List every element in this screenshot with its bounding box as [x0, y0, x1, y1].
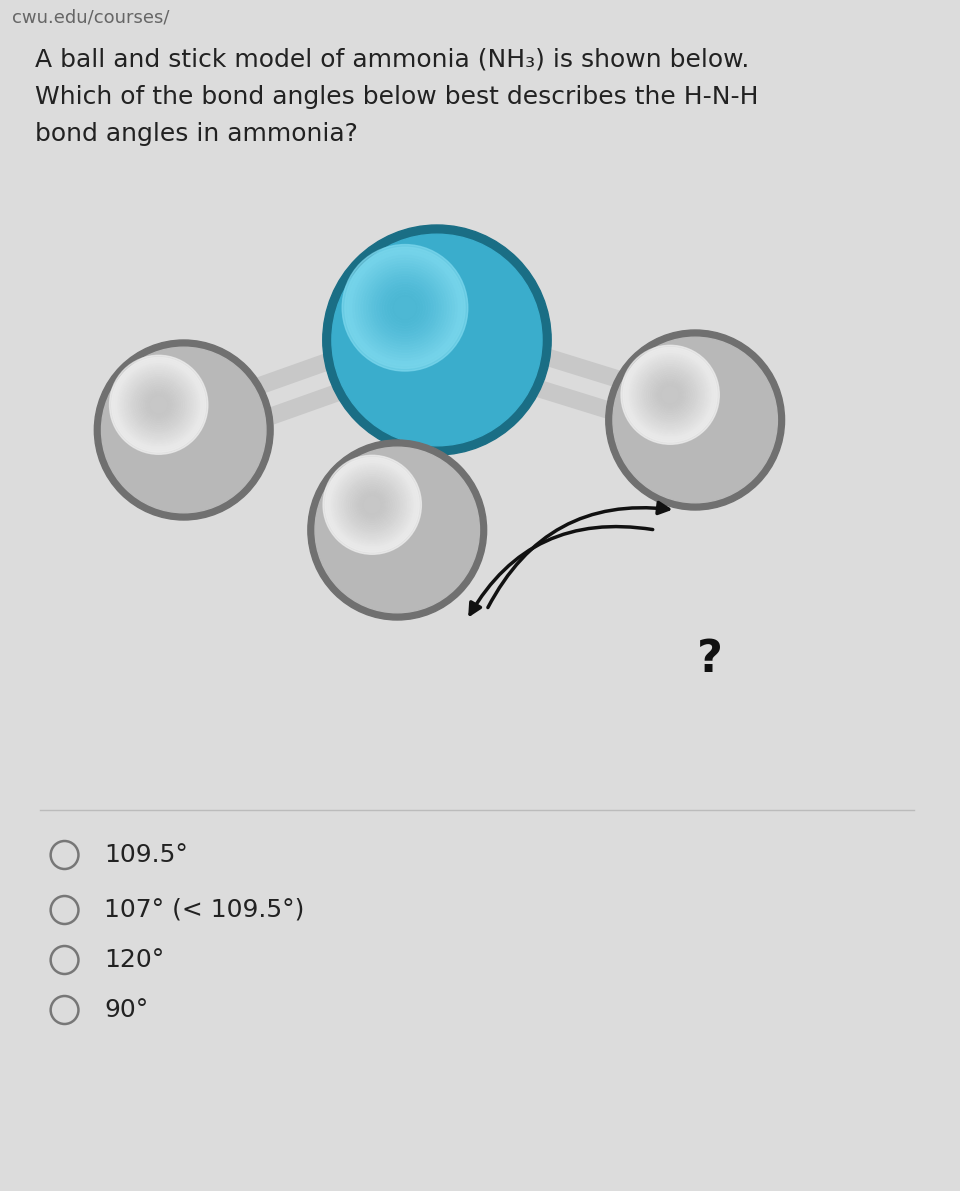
Circle shape — [336, 468, 409, 542]
Circle shape — [323, 225, 551, 455]
Circle shape — [657, 381, 684, 409]
Text: 90°: 90° — [105, 998, 149, 1022]
Circle shape — [127, 372, 191, 437]
Circle shape — [348, 480, 396, 529]
Circle shape — [308, 439, 487, 621]
Circle shape — [340, 472, 405, 537]
Circle shape — [348, 250, 463, 366]
Circle shape — [342, 474, 402, 536]
Circle shape — [361, 493, 384, 517]
Circle shape — [102, 348, 266, 513]
Circle shape — [145, 391, 173, 418]
Circle shape — [350, 482, 395, 526]
Circle shape — [659, 384, 682, 406]
Circle shape — [385, 287, 425, 328]
Circle shape — [382, 285, 428, 331]
Circle shape — [388, 291, 422, 325]
Circle shape — [120, 366, 198, 444]
Circle shape — [332, 235, 542, 445]
Circle shape — [315, 447, 479, 613]
Circle shape — [612, 337, 778, 503]
Circle shape — [379, 282, 430, 333]
Circle shape — [345, 248, 466, 368]
Circle shape — [122, 368, 195, 442]
Circle shape — [632, 356, 708, 434]
Circle shape — [331, 463, 413, 545]
Text: 120°: 120° — [105, 948, 164, 972]
Text: 107° (< 109.5°): 107° (< 109.5°) — [105, 898, 304, 922]
Circle shape — [361, 263, 449, 353]
Text: A ball and stick model of ammonia (NH₃) is shown below.: A ball and stick model of ammonia (NH₃) … — [35, 48, 749, 71]
Circle shape — [621, 345, 719, 444]
Circle shape — [124, 370, 193, 439]
Text: ?: ? — [697, 638, 723, 681]
Circle shape — [116, 362, 202, 448]
Circle shape — [366, 269, 444, 347]
Circle shape — [646, 370, 694, 419]
Circle shape — [352, 485, 392, 525]
Circle shape — [650, 375, 690, 414]
Circle shape — [639, 364, 701, 425]
Circle shape — [636, 360, 705, 430]
Circle shape — [129, 374, 189, 436]
Circle shape — [648, 373, 692, 417]
Circle shape — [642, 367, 699, 423]
Circle shape — [625, 349, 715, 441]
Text: Which of the bond angles below best describes the H-N-H: Which of the bond angles below best desc… — [35, 85, 758, 110]
Circle shape — [356, 490, 388, 520]
Circle shape — [338, 470, 407, 540]
Circle shape — [131, 376, 187, 434]
Circle shape — [139, 385, 179, 425]
Circle shape — [364, 266, 446, 349]
Circle shape — [350, 252, 460, 363]
Circle shape — [344, 476, 400, 534]
Circle shape — [329, 462, 415, 548]
Circle shape — [111, 357, 205, 453]
Circle shape — [136, 382, 180, 426]
Circle shape — [324, 455, 421, 554]
Circle shape — [354, 487, 390, 523]
Circle shape — [655, 379, 685, 411]
Circle shape — [327, 460, 418, 550]
Circle shape — [369, 272, 441, 344]
Circle shape — [355, 258, 454, 357]
Text: cwu.edu/courses/: cwu.edu/courses/ — [12, 8, 169, 26]
Circle shape — [358, 261, 452, 355]
Circle shape — [325, 457, 420, 553]
Circle shape — [346, 479, 398, 531]
Circle shape — [377, 280, 433, 336]
Circle shape — [606, 330, 784, 510]
Circle shape — [109, 355, 208, 454]
Circle shape — [141, 387, 177, 423]
Circle shape — [634, 358, 707, 431]
Circle shape — [372, 274, 439, 342]
Circle shape — [359, 491, 386, 518]
Circle shape — [134, 381, 182, 429]
Circle shape — [390, 293, 420, 323]
Circle shape — [374, 276, 436, 338]
Circle shape — [637, 362, 703, 428]
Circle shape — [353, 255, 457, 361]
Circle shape — [143, 389, 175, 420]
Text: bond angles in ammonia?: bond angles in ammonia? — [35, 121, 358, 146]
Circle shape — [342, 244, 468, 372]
Circle shape — [653, 376, 688, 413]
Circle shape — [644, 368, 696, 422]
Circle shape — [94, 339, 273, 520]
Circle shape — [118, 363, 200, 445]
Circle shape — [147, 393, 170, 417]
Circle shape — [113, 360, 204, 450]
Circle shape — [333, 466, 411, 544]
Circle shape — [623, 348, 717, 442]
Circle shape — [630, 354, 711, 436]
Text: 109.5°: 109.5° — [105, 843, 188, 867]
Circle shape — [627, 351, 713, 438]
Circle shape — [132, 379, 185, 431]
